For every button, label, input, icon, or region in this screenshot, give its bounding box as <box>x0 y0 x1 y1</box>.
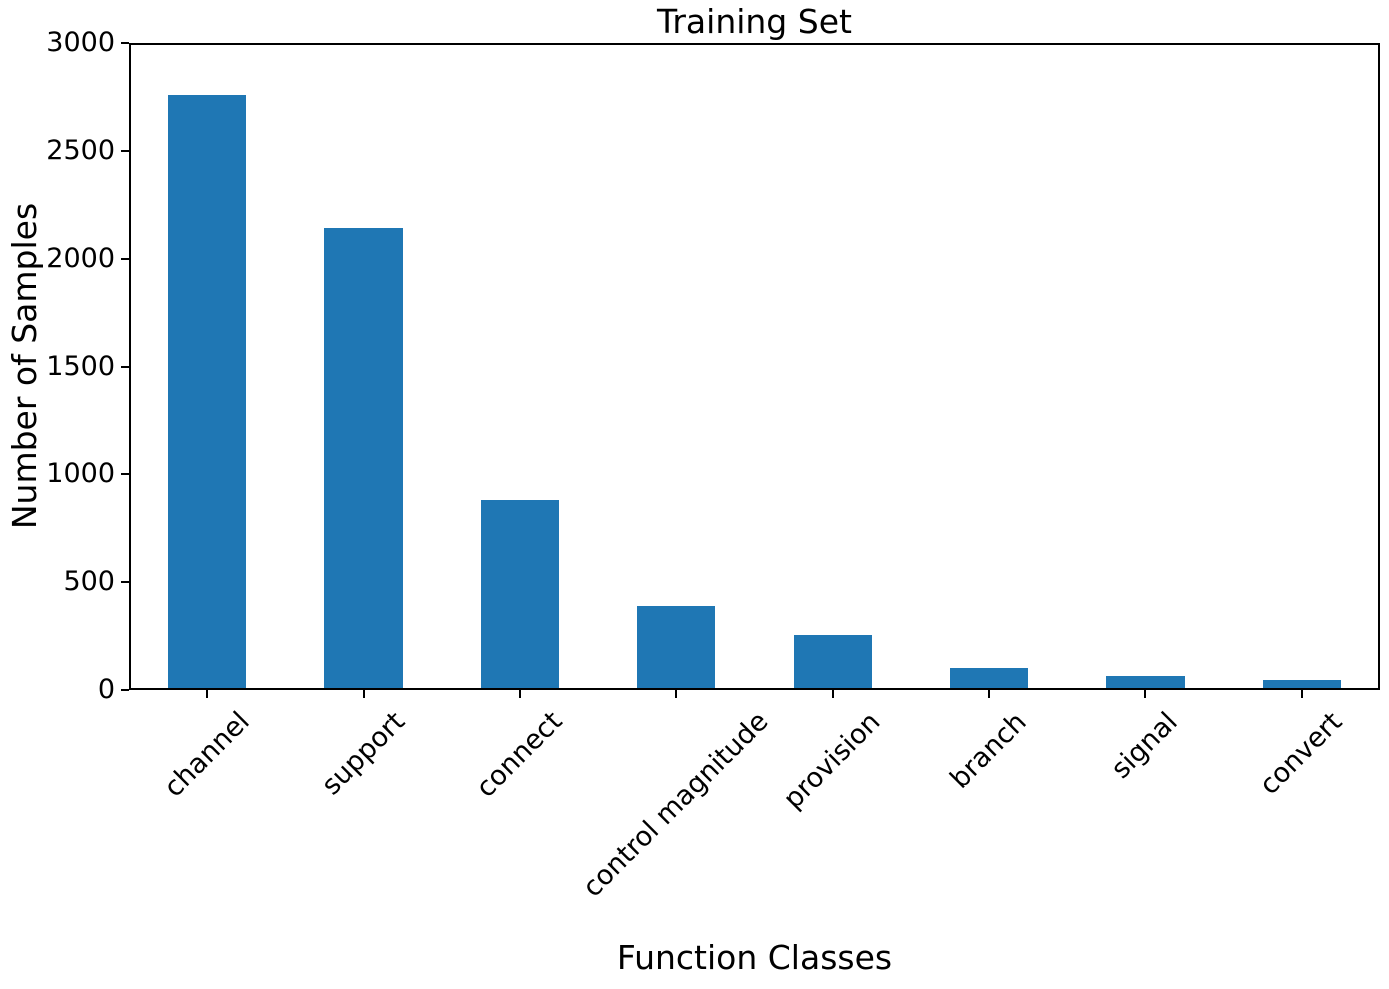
y-tick-label-500: 500 <box>63 566 115 598</box>
bar-signal <box>1106 676 1185 690</box>
plot-area-frame <box>129 43 1380 690</box>
y-tick-label-3000: 3000 <box>46 27 115 58</box>
x-tick-label-control-magnitude: control magnitude <box>577 705 775 904</box>
x-tick-label-branch: branch <box>944 706 1033 795</box>
chart-title: Training Set <box>657 2 852 41</box>
x-axis-label: Function Classes <box>616 938 893 977</box>
x-tick-mark-channel <box>206 690 209 698</box>
x-tick-mark-connect <box>518 690 521 698</box>
y-tick-mark-3000 <box>121 42 129 44</box>
x-tick-mark-branch <box>988 690 991 698</box>
x-tick-label-channel: channel <box>158 706 256 804</box>
bar-convert <box>1262 679 1341 690</box>
x-tick-mark-convert <box>1300 690 1303 698</box>
y-tick-mark-0 <box>121 689 129 691</box>
bar-provision <box>793 635 872 690</box>
x-tick-label-convert: convert <box>1254 706 1349 801</box>
y-tick-mark-500 <box>121 581 129 584</box>
bar-connect <box>480 499 560 690</box>
x-tick-mark-provision <box>831 690 834 698</box>
y-tick-mark-1500 <box>121 365 129 368</box>
y-tick-label-2500: 2500 <box>46 134 115 166</box>
bar-support <box>324 227 403 690</box>
x-tick-label-support: support <box>315 706 411 802</box>
y-tick-label-0: 0 <box>97 674 115 705</box>
x-tick-mark-control-magnitude <box>675 690 678 698</box>
y-tick-mark-2000 <box>121 257 129 260</box>
x-tick-mark-support <box>362 690 365 698</box>
y-tick-mark-1000 <box>121 473 129 476</box>
bar-branch <box>949 667 1029 690</box>
x-tick-label-connect: connect <box>470 706 569 805</box>
y-tick-mark-2500 <box>121 149 129 152</box>
x-tick-label-signal: signal <box>1105 706 1185 785</box>
x-tick-label-provision: provision <box>777 706 887 815</box>
bar-control-magnitude <box>637 605 716 690</box>
y-tick-label-1000: 1000 <box>46 458 115 490</box>
x-tick-mark-signal <box>1144 690 1147 698</box>
bar-channel <box>168 95 247 690</box>
y-tick-label-2000: 2000 <box>46 242 115 274</box>
y-tick-label-1500: 1500 <box>46 350 115 382</box>
